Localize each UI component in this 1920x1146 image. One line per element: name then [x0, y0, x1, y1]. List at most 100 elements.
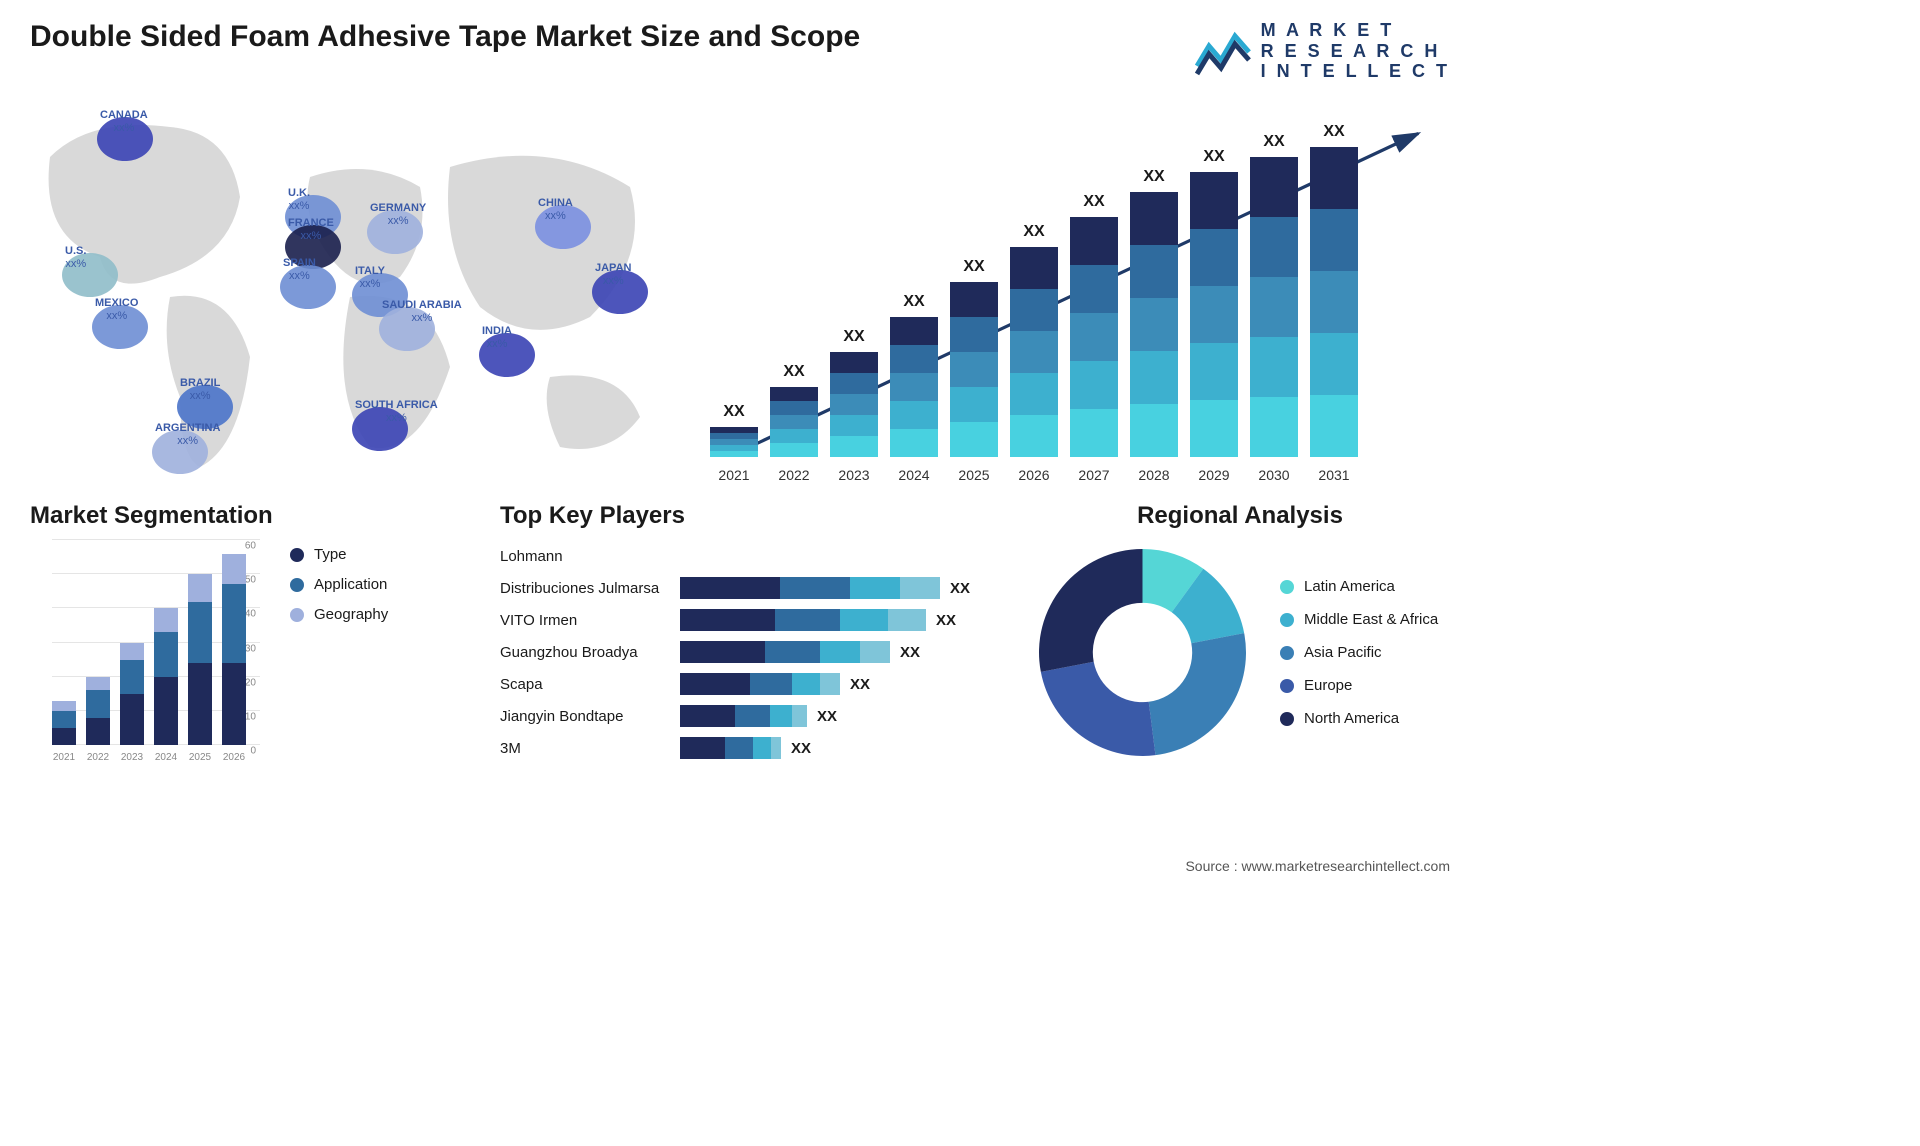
- key-player-bar-segment: [680, 673, 750, 695]
- growth-bar-segment: [710, 451, 758, 457]
- growth-bar-segment: [890, 317, 938, 345]
- logo-text: M A R K E T R E S E A R C H I N T E L L …: [1261, 20, 1450, 82]
- growth-bar-year: 2022: [770, 467, 818, 483]
- growth-bar-segment: [1130, 245, 1178, 298]
- growth-bar-segment: [830, 415, 878, 436]
- map-label-spain: SPAINxx%: [283, 257, 316, 282]
- growth-bar-segment: [1070, 217, 1118, 265]
- growth-bar-segment: [770, 415, 818, 429]
- growth-bar-segment: [770, 401, 818, 415]
- growth-bar-year: 2023: [830, 467, 878, 483]
- growth-bar-segment: [1190, 229, 1238, 286]
- key-player-bar-segment: [680, 641, 765, 663]
- growth-bar-value: XX: [1190, 148, 1238, 166]
- seg-bar-segment: [188, 602, 212, 664]
- regional-legend-label: Europe: [1304, 669, 1352, 702]
- source-attribution: Source : www.marketresearchintellect.com: [1185, 858, 1450, 874]
- growth-bar-segment: [950, 282, 998, 317]
- page-title: Double Sided Foam Adhesive Tape Market S…: [30, 20, 860, 54]
- growth-bar-year: 2030: [1250, 467, 1298, 483]
- key-player-value: XX: [950, 580, 970, 597]
- key-player-bar-segment: [735, 705, 770, 727]
- regional-legend-label: Middle East & Africa: [1304, 603, 1438, 636]
- growth-bar-2022: 2022XX: [770, 387, 818, 457]
- growth-bar-segment: [1190, 400, 1238, 457]
- growth-bar-segment: [1310, 333, 1358, 395]
- regional-legend-item: Latin America: [1280, 570, 1438, 603]
- regional-panel: Regional Analysis Latin AmericaMiddle Ea…: [1030, 502, 1450, 765]
- growth-bar-segment: [1070, 265, 1118, 313]
- donut-slice: [1041, 662, 1156, 756]
- growth-bar-segment: [1010, 331, 1058, 373]
- growth-bar-2024: 2024XX: [890, 317, 938, 457]
- brand-logo: M A R K E T R E S E A R C H I N T E L L …: [1195, 20, 1450, 82]
- seg-xlabel: 2021: [52, 752, 76, 763]
- map-label-argentina: ARGENTINAxx%: [155, 422, 220, 447]
- key-player-row: ScapaXX: [500, 668, 1000, 700]
- key-player-name: Lohmann: [500, 548, 680, 565]
- regional-legend-item: Asia Pacific: [1280, 636, 1438, 669]
- key-player-bar-segment: [680, 577, 780, 599]
- growth-bar-segment: [1070, 313, 1118, 361]
- seg-legend-label: Type: [314, 540, 347, 570]
- key-player-name: Jiangyin Bondtape: [500, 708, 680, 725]
- growth-bar-segment: [950, 317, 998, 352]
- key-player-row: Distribuciones JulmarsaXX: [500, 572, 1000, 604]
- key-player-row: Jiangyin BondtapeXX: [500, 700, 1000, 732]
- seg-legend-item: Type: [290, 540, 388, 570]
- seg-bar-segment: [222, 663, 246, 745]
- regional-legend-item: North America: [1280, 702, 1438, 735]
- logo-mark-icon: [1195, 26, 1251, 76]
- segmentation-legend: TypeApplicationGeography: [290, 540, 388, 765]
- growth-bar-segment: [950, 352, 998, 387]
- legend-swatch-icon: [1280, 679, 1294, 693]
- seg-bar-segment: [188, 574, 212, 601]
- key-player-bar: [680, 609, 926, 631]
- key-player-bar-segment: [725, 737, 753, 759]
- seg-legend-label: Application: [314, 570, 387, 600]
- regional-legend-label: Latin America: [1304, 570, 1395, 603]
- growth-bar-segment: [1130, 351, 1178, 404]
- key-player-bar-segment: [860, 641, 890, 663]
- seg-xlabel: 2025: [188, 752, 212, 763]
- growth-bar-segment: [950, 387, 998, 422]
- growth-bar-segment: [1010, 415, 1058, 457]
- map-label-japan: JAPANxx%: [595, 262, 631, 287]
- key-player-bar-segment: [765, 641, 820, 663]
- growth-bar-segment: [830, 352, 878, 373]
- seg-legend-label: Geography: [314, 600, 388, 630]
- map-label-mexico: MEXICOxx%: [95, 297, 138, 322]
- map-label-china: CHINAxx%: [538, 197, 573, 222]
- seg-bar-segment: [120, 694, 144, 745]
- growth-bar-segment: [890, 373, 938, 401]
- growth-bar-2027: 2027XX: [1070, 217, 1118, 457]
- seg-bar-segment: [86, 677, 110, 691]
- map-label-brazil: BRAZILxx%: [180, 377, 220, 402]
- growth-bar-year: 2029: [1190, 467, 1238, 483]
- growth-bar-segment: [1250, 157, 1298, 217]
- map-label-italy: ITALYxx%: [355, 265, 385, 290]
- key-player-bar-segment: [820, 641, 860, 663]
- key-player-name: VITO Irmen: [500, 612, 680, 629]
- key-player-value: XX: [791, 740, 811, 757]
- key-player-name: 3M: [500, 740, 680, 757]
- seg-xlabel: 2023: [120, 752, 144, 763]
- key-player-bar: [680, 737, 781, 759]
- map-label-u-s-: U.S.xx%: [65, 245, 86, 270]
- seg-bar-segment: [120, 643, 144, 660]
- growth-bar-2029: 2029XX: [1190, 172, 1238, 457]
- donut-slice: [1149, 633, 1246, 755]
- growth-bar-segment: [1310, 271, 1358, 333]
- map-label-germany: GERMANYxx%: [370, 202, 426, 227]
- growth-bar-value: XX: [890, 293, 938, 311]
- growth-bar-segment: [770, 429, 818, 443]
- growth-bar-2021: 2021XX: [710, 427, 758, 457]
- legend-swatch-icon: [1280, 712, 1294, 726]
- growth-bar-year: 2024: [890, 467, 938, 483]
- seg-bar-2021: 2021: [52, 701, 76, 745]
- seg-bar-segment: [86, 718, 110, 745]
- growth-bar-segment: [830, 394, 878, 415]
- key-player-bar: [680, 641, 890, 663]
- growth-bar-2028: 2028XX: [1130, 192, 1178, 457]
- growth-bar-segment: [1310, 395, 1358, 457]
